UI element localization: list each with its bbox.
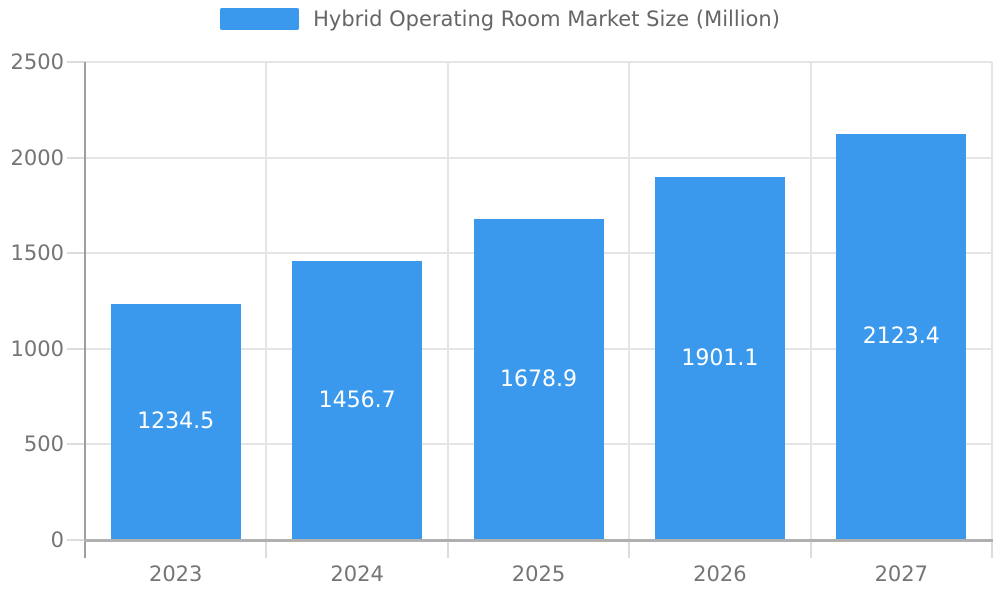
bar-2024[interactable]: 1456.7 xyxy=(292,261,423,540)
y-axis-tick xyxy=(67,347,85,350)
x-tick-label: 2025 xyxy=(511,562,566,586)
bar-value-label: 1901.1 xyxy=(681,345,759,371)
y-axis-tick xyxy=(67,443,85,446)
bar-2026[interactable]: 1901.1 xyxy=(654,176,785,540)
x-gridline xyxy=(446,62,449,540)
x-tick-label: 2023 xyxy=(148,562,203,586)
y-axis-tick xyxy=(67,539,85,541)
bar-value-label: 1678.9 xyxy=(500,366,577,392)
x-tick-label: 2026 xyxy=(693,562,747,586)
y-axis-line xyxy=(84,62,86,558)
y-axis-tick xyxy=(67,156,85,159)
legend-swatch xyxy=(220,8,300,30)
x-gridline xyxy=(991,62,993,540)
x-axis-tick xyxy=(628,540,631,558)
y-axis-tick xyxy=(67,61,85,63)
legend-label: Hybrid Operating Room Market Size (Milli… xyxy=(313,7,780,31)
y-gridline xyxy=(85,156,992,159)
y-tick-label: 500 xyxy=(23,432,64,457)
y-axis-tick xyxy=(67,252,85,255)
x-tick-label: 2024 xyxy=(330,562,384,586)
y-gridline xyxy=(85,61,992,63)
bar-value-label: 1456.7 xyxy=(318,388,396,414)
y-tick-label: 2500 xyxy=(10,50,64,74)
x-gridline xyxy=(265,62,268,540)
legend-item[interactable]: Hybrid Operating Room Market Size (Milli… xyxy=(0,8,1000,30)
x-axis-tick xyxy=(991,540,993,558)
y-tick-label: 2000 xyxy=(10,145,64,170)
y-tick-label: 1000 xyxy=(10,336,64,361)
bar-2025[interactable]: 1678.9 xyxy=(473,218,604,540)
x-gridline xyxy=(809,62,812,540)
bar-2027[interactable]: 2123.4 xyxy=(836,134,967,540)
x-axis-tick xyxy=(265,540,268,558)
x-axis-tick xyxy=(809,540,812,558)
x-gridline xyxy=(628,62,631,540)
y-tick-label: 0 xyxy=(50,528,64,552)
bar-value-label: 1234.5 xyxy=(137,409,215,435)
x-axis-line xyxy=(84,539,993,542)
bar-value-label: 2123.4 xyxy=(862,324,940,350)
x-tick-label: 2027 xyxy=(874,562,929,586)
x-axis-tick xyxy=(446,540,449,558)
bar-2023[interactable]: 1234.5 xyxy=(110,303,241,540)
y-tick-label: 1500 xyxy=(10,241,64,266)
